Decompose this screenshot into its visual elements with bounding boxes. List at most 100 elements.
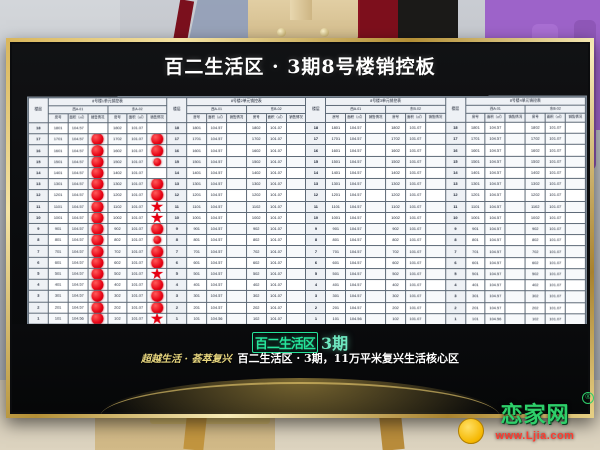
logo-phase: 3期	[320, 334, 349, 353]
sale-status-cell	[87, 268, 108, 280]
floor-cell: 15	[28, 156, 49, 168]
area-cell: 104.57	[485, 302, 506, 314]
room-number-cell: 502	[525, 268, 546, 280]
sale-status-cell	[425, 144, 446, 157]
floor-cell: 16	[305, 144, 326, 157]
area-cell: 104.57	[345, 122, 366, 134]
sale-status-cell	[87, 201, 108, 213]
sale-status-cell	[147, 301, 167, 314]
room-number-cell: 1301	[465, 178, 486, 190]
area-cell: 101.07	[266, 313, 287, 325]
room-number-cell: 1002	[385, 212, 406, 224]
sold-dot-icon	[153, 236, 162, 245]
sale-status-cell	[565, 189, 586, 202]
sale-status-cell	[226, 234, 247, 246]
sale-status-cell	[565, 268, 586, 280]
table-row: 7 701 104.57 702 101.07 7 701 104.57 702 101.07 7 7…	[28, 245, 586, 258]
room-number-cell: 1502	[107, 156, 128, 168]
area-cell: 101.07	[405, 279, 426, 291]
room-number-cell: 1502	[246, 156, 267, 168]
room-number-cell: 1702	[385, 133, 406, 145]
sale-status-cell	[226, 245, 247, 258]
room-number-cell: 1002	[107, 212, 128, 224]
reserved-star-icon	[151, 313, 164, 324]
area-cell: 101.07	[545, 155, 566, 168]
area-cell: 104.57	[485, 144, 506, 157]
area-cell: 101.07	[266, 167, 287, 179]
sold-dot-icon	[91, 257, 104, 269]
sale-status-cell	[565, 178, 586, 190]
floor-header-mid-3: 楼层	[445, 97, 466, 123]
sale-status-cell	[565, 302, 586, 314]
room-number-cell: 1102	[107, 201, 128, 213]
floor-cell: 5	[445, 268, 466, 280]
room-number-cell: 801	[325, 234, 346, 246]
floor-cell: 9	[166, 223, 187, 235]
room-number-cell: 1501	[48, 156, 68, 168]
floor-cell: 6	[305, 257, 326, 269]
sale-status-cell	[87, 189, 108, 202]
slogan-left: 超越生活 · 荟萃复兴	[141, 354, 232, 365]
sale-status-cell	[425, 302, 446, 314]
room-number-cell: 1101	[465, 201, 486, 213]
sale-status-cell	[565, 291, 586, 303]
col-header-status: 销售情况	[565, 113, 586, 123]
sale-status-cell	[87, 245, 108, 258]
screw-icon	[277, 28, 286, 37]
area-cell: 104.57	[67, 223, 88, 235]
room-number-cell: 701	[465, 245, 486, 258]
sold-dot-icon	[151, 301, 164, 314]
sale-status-cell	[87, 167, 108, 179]
floor-cell: 4	[305, 279, 326, 291]
sale-status-cell	[147, 212, 167, 224]
table-row: 14 1401 104.57 1402 101.07 14 1401 104.57 1402 10…	[28, 167, 586, 179]
area-cell: 104.57	[206, 301, 227, 314]
sale-status-cell	[505, 212, 526, 224]
sale-status-cell	[87, 301, 108, 313]
floor-cell: 15	[166, 156, 187, 168]
floor-cell: 4	[28, 279, 49, 291]
sales-control-table-sheet: 楼层 8号楼1单元销控表 楼层 8号楼2单元销控表 楼层 8号楼3单元销控表 楼…	[26, 95, 587, 327]
room-number-cell: 1302	[385, 178, 406, 190]
registered-mark-icon: ®	[582, 392, 594, 404]
project-logo: 百二生活区 3期	[12, 330, 588, 354]
area-cell: 101.07	[545, 212, 566, 224]
table-row: 17 1701 104.57 1702 101.07 17 1701 104.57 1702 10…	[28, 133, 586, 146]
sale-status-cell	[365, 290, 386, 303]
watermark-brand: 恋家网	[500, 401, 570, 428]
sold-dot-icon	[153, 157, 162, 166]
room-number-cell: 901	[465, 223, 486, 235]
sale-status-cell	[425, 234, 446, 246]
floor-cell: 14	[28, 167, 49, 179]
sale-status-cell	[505, 279, 526, 291]
area-cell: 101.07	[266, 201, 287, 213]
sale-status-cell	[505, 189, 526, 202]
area-cell: 104.57	[67, 122, 88, 134]
room-number-cell: 702	[525, 245, 546, 258]
sale-status-cell	[87, 122, 108, 134]
floor-cell: 3	[445, 290, 466, 303]
area-cell: 104.57	[485, 257, 506, 269]
room-number-cell: 301	[186, 290, 207, 302]
room-number-cell: 202	[107, 301, 128, 314]
room-number-cell: 1201	[465, 189, 486, 202]
sale-status-cell	[365, 144, 386, 157]
sale-status-cell	[425, 133, 446, 145]
sale-status-cell	[565, 122, 586, 134]
floor-cell: 7	[28, 245, 49, 257]
area-cell: 104.57	[206, 122, 227, 134]
floor-cell: 9	[305, 223, 326, 235]
area-cell: 104.57	[67, 178, 88, 190]
sale-status-cell	[505, 167, 526, 179]
floor-cell: 11	[305, 201, 326, 213]
room-number-cell: 1602	[385, 144, 406, 157]
room-number-cell: 502	[107, 268, 128, 280]
area-cell: 104.56	[206, 313, 227, 325]
room-number-cell: 1101	[325, 201, 346, 213]
area-cell: 101.07	[266, 257, 287, 269]
room-number-cell: 102	[385, 313, 406, 325]
room-number-cell: 402	[385, 279, 406, 291]
room-number-cell: 601	[325, 257, 346, 269]
sale-status-cell	[286, 144, 306, 157]
area-cell: 101.07	[545, 268, 566, 280]
